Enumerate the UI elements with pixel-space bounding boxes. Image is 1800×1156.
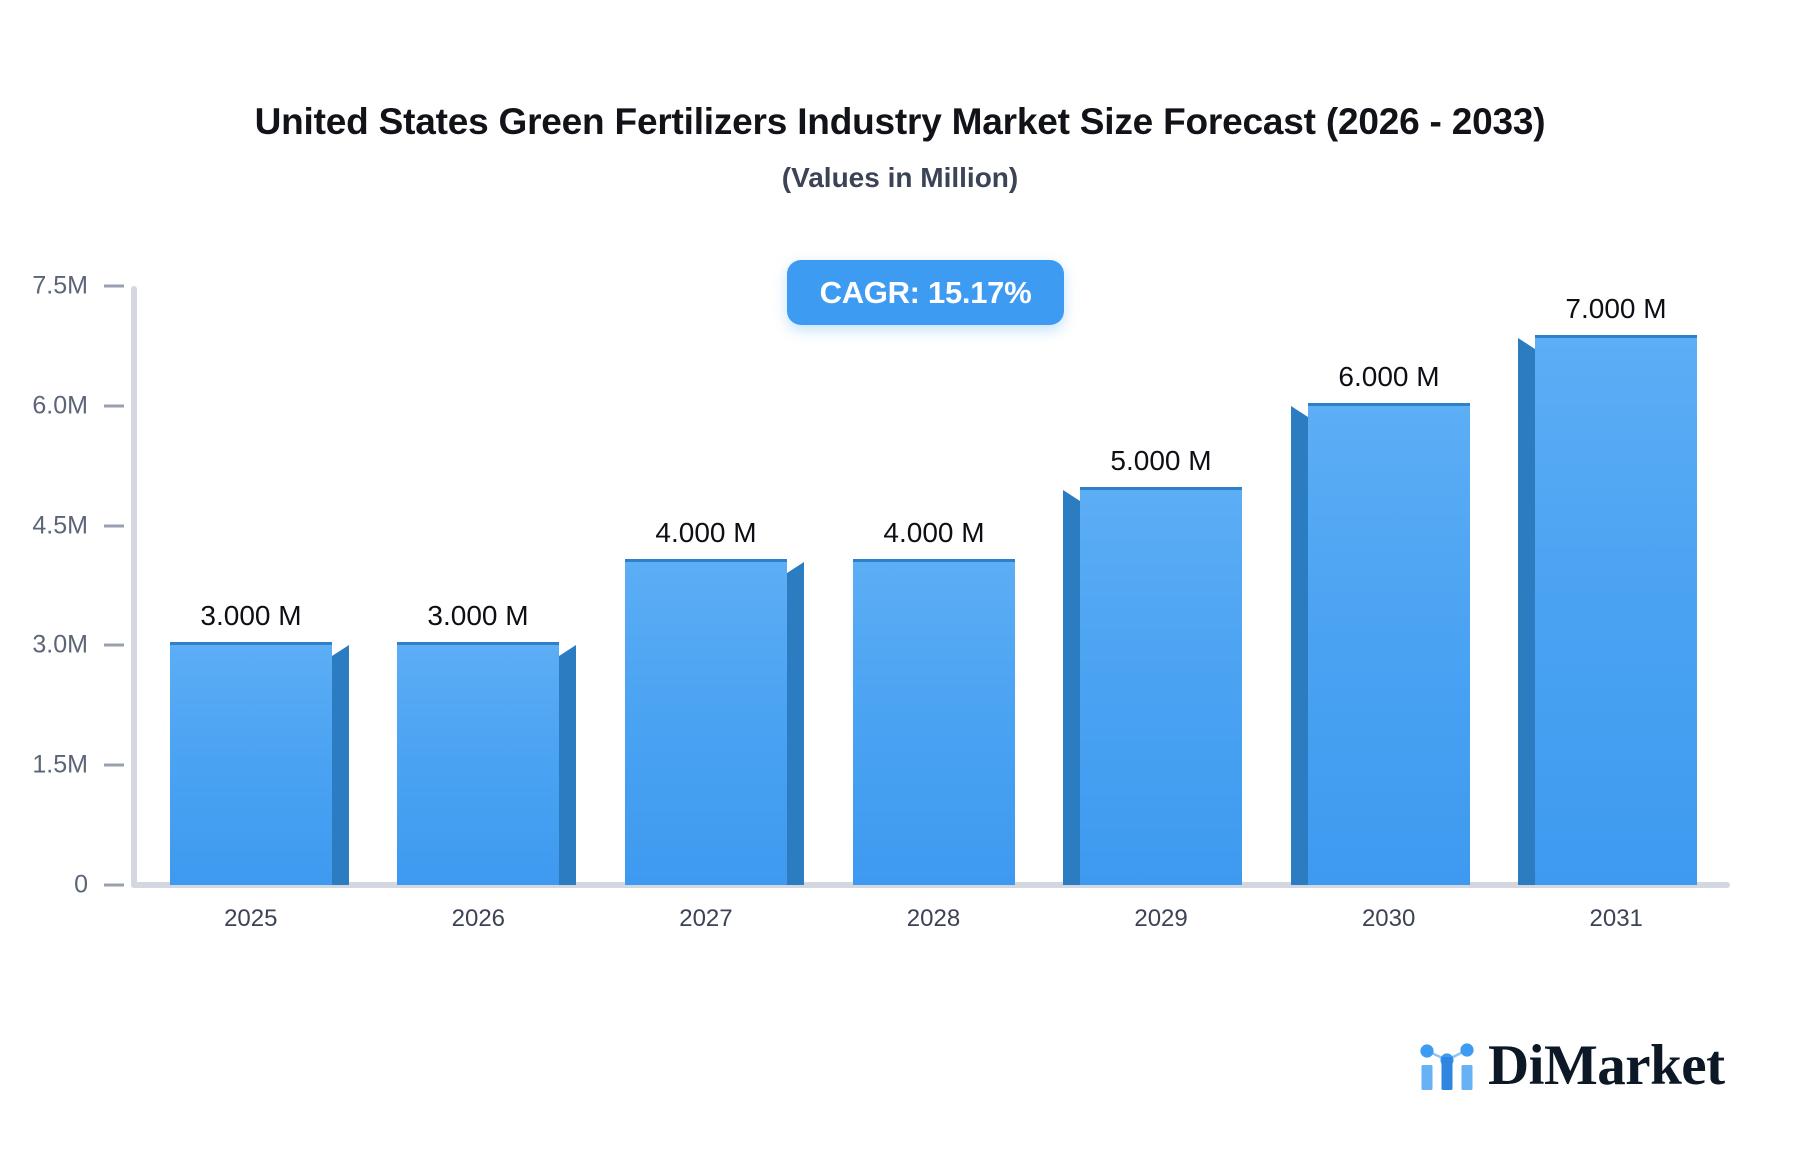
cagr-badge: CAGR: 15.17% [787, 260, 1064, 325]
x-tick-label: 2030 [1361, 905, 1416, 932]
y-tick-mark [104, 763, 124, 767]
bar-value-label: 3.000 M [200, 600, 302, 631]
bar-side-face [332, 645, 349, 885]
dimarket-logo: DiMarket [1418, 1037, 1725, 1094]
chart-title: United States Green Fertilizers Industry… [254, 101, 1546, 142]
y-tick-mark [104, 524, 124, 528]
y-tick-label: 7.5M [32, 271, 88, 300]
bar-value-label: 4.000 M [883, 517, 985, 548]
bar-face [625, 559, 787, 885]
y-tick-label: 1.5M [32, 750, 88, 779]
y-tick-label: 6.0M [32, 391, 88, 420]
x-tick-label: 2025 [224, 905, 278, 932]
x-tick-label: 2029 [1134, 905, 1188, 932]
bar-face [1080, 487, 1242, 885]
bar-face [1535, 335, 1697, 885]
x-axis-line [131, 882, 1730, 888]
logo-wordmark: DiMarket [1488, 1034, 1725, 1097]
bar[interactable]: 6.000 M [1291, 361, 1470, 885]
bar-face [397, 642, 559, 885]
x-tick-label: 2027 [679, 905, 733, 932]
x-tick-label: 2028 [906, 905, 961, 932]
y-axis-line [131, 286, 137, 886]
bar-side-face [1063, 490, 1080, 885]
bar-side-face [1291, 406, 1308, 885]
x-tick-label: 2031 [1589, 905, 1643, 932]
chart-header: United States Green Fertilizers Industry… [0, 101, 1800, 193]
chart-subtitle: (Values in Million) [781, 161, 1019, 193]
y-tick-label: 4.5M [32, 511, 88, 540]
bar[interactable]: 4.000 M [853, 517, 1015, 885]
bar[interactable]: 3.000 M [170, 600, 349, 885]
bar[interactable]: 7.000 M [1518, 293, 1697, 885]
x-tick-label: 2026 [451, 905, 506, 932]
bar-chart-dots-icon [1420, 1042, 1474, 1090]
bar[interactable]: 3.000 M [397, 600, 576, 885]
bar-value-label: 4.000 M [655, 517, 757, 548]
y-tick-mark [104, 404, 124, 408]
bar-face [853, 559, 1015, 885]
bar-value-label: 3.000 M [427, 600, 529, 631]
bar-value-label: 6.000 M [1338, 361, 1440, 392]
bar[interactable]: 4.000 M [625, 517, 804, 885]
y-tick-mark [104, 883, 124, 887]
bar-side-face [1518, 338, 1535, 885]
bar-face [170, 642, 332, 885]
y-tick-mark [104, 643, 124, 647]
bar-value-label: 7.000 M [1565, 293, 1667, 324]
bar-face [1308, 403, 1470, 885]
bar-side-face [559, 645, 576, 885]
cagr-badge-label: CAGR: 15.17% [819, 274, 1032, 310]
y-tick-label: 3.0M [32, 630, 88, 659]
bar-side-face [787, 562, 804, 885]
bar[interactable]: 5.000 M [1063, 445, 1242, 885]
y-tick-mark [104, 284, 124, 288]
bar-value-label: 5.000 M [1110, 445, 1212, 476]
y-tick-label: 0 [74, 870, 88, 899]
